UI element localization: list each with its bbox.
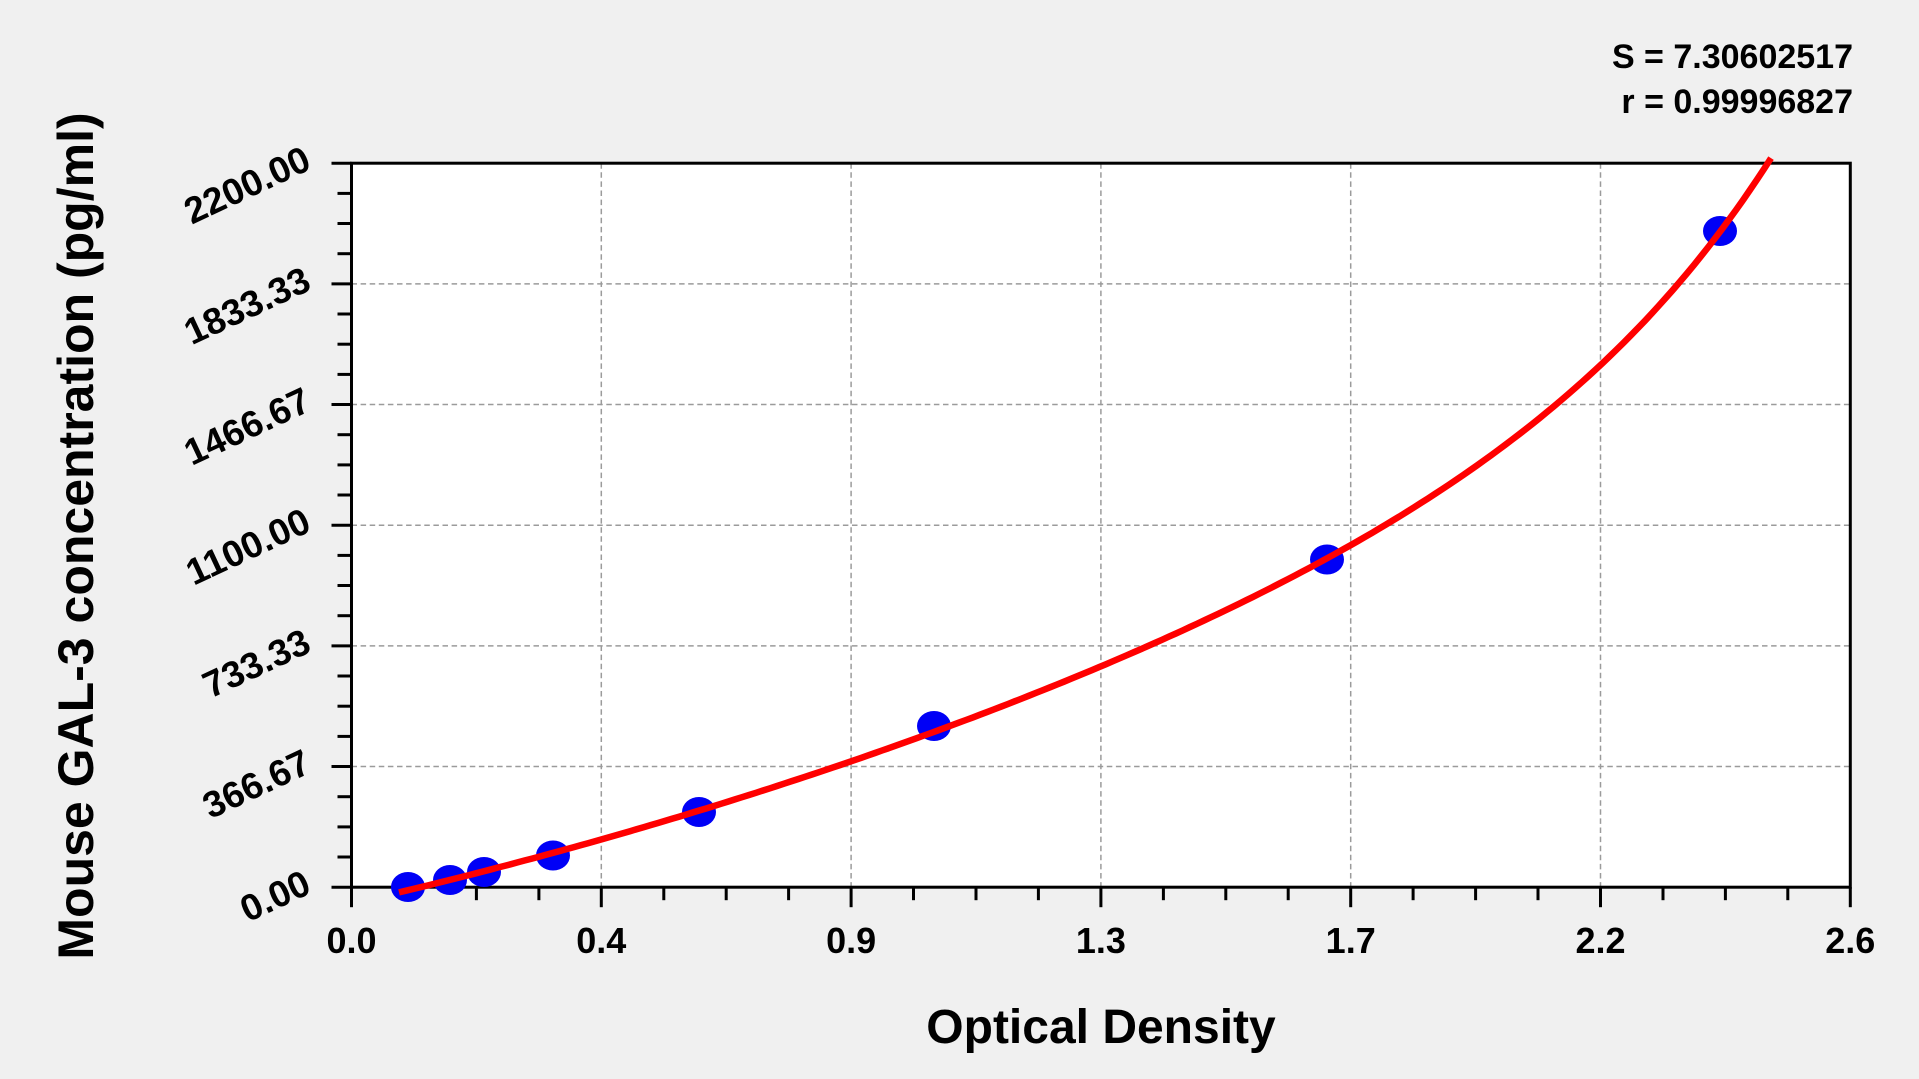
- svg-text:0.0: 0.0: [326, 920, 376, 961]
- svg-text:1.3: 1.3: [1076, 920, 1126, 961]
- svg-text:r = 0.99996827: r = 0.99996827: [1621, 83, 1853, 121]
- svg-text:S = 7.30602517: S = 7.30602517: [1612, 38, 1853, 76]
- svg-text:0.4: 0.4: [576, 920, 626, 961]
- svg-text:0.9: 0.9: [826, 920, 876, 961]
- svg-text:Optical Density: Optical Density: [926, 1001, 1276, 1054]
- svg-text:2.6: 2.6: [1825, 920, 1875, 961]
- svg-text:Mouse GAL-3 concentration (pg/: Mouse GAL-3 concentration (pg/ml): [48, 112, 104, 959]
- svg-text:2.2: 2.2: [1575, 920, 1625, 961]
- svg-text:1.7: 1.7: [1326, 920, 1376, 961]
